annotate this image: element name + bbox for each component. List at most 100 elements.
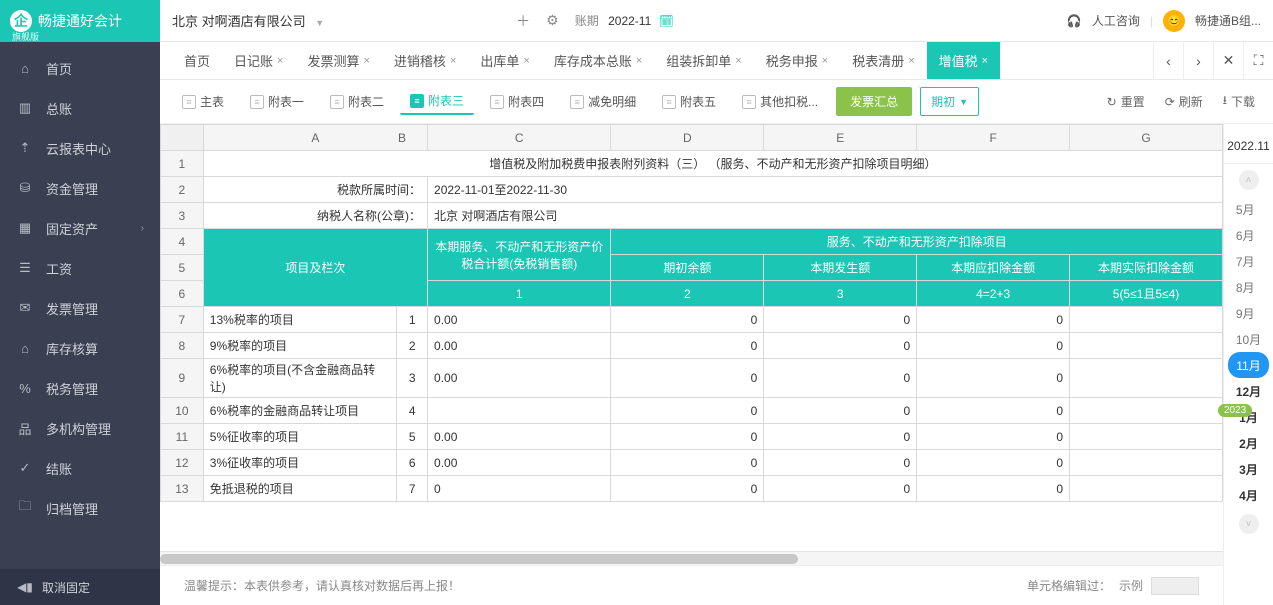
cell-g[interactable] — [1070, 307, 1223, 333]
company-select[interactable]: 北京 对啊酒店有限公司 ▼ — [172, 11, 324, 30]
cell-f[interactable]: 0 — [917, 359, 1070, 398]
rail-down[interactable]: ˅ — [1239, 514, 1259, 534]
sub-tab[interactable]: ≡附表一 — [240, 88, 314, 115]
rail-month[interactable]: 5月 — [1236, 196, 1261, 222]
rail-month[interactable]: 3月 — [1239, 456, 1258, 482]
period-init-button[interactable]: 期初 ▼ — [920, 87, 979, 116]
cell-name[interactable]: 6%税率的项目(不含金融商品转让) — [203, 359, 397, 398]
cell-g[interactable] — [1070, 450, 1223, 476]
rail-month[interactable]: 8月 — [1236, 274, 1261, 300]
gear-icon[interactable]: ⚙ — [546, 12, 559, 29]
reset-button[interactable]: ↻重置 — [1101, 89, 1151, 114]
cell-f[interactable]: 0 — [917, 398, 1070, 424]
nav-item[interactable]: ✓结账 — [0, 448, 160, 488]
close-icon[interactable]: × — [908, 55, 914, 67]
cell-name[interactable]: 13%税率的项目 — [203, 307, 397, 333]
rail-month[interactable]: 2月 — [1239, 430, 1258, 456]
user-name[interactable]: 畅捷通B组... — [1195, 12, 1261, 29]
sub-tab[interactable]: ≡主表 — [172, 88, 234, 115]
cell-name[interactable]: 3%征收率的项目 — [203, 450, 397, 476]
cell-f[interactable]: 0 — [917, 307, 1070, 333]
cell-d[interactable]: 0 — [611, 307, 764, 333]
cell-e[interactable]: 0 — [764, 424, 917, 450]
cell-g[interactable] — [1070, 424, 1223, 450]
rail-month-active[interactable]: 11月 — [1228, 352, 1268, 378]
sub-tab[interactable]: ≡附表二 — [320, 88, 394, 115]
cell-idx[interactable]: 6 — [397, 450, 428, 476]
tab[interactable]: 首页 — [172, 42, 222, 79]
cell-name[interactable]: 9%税率的项目 — [203, 333, 397, 359]
invoice-summary-button[interactable]: 发票汇总 — [836, 87, 912, 116]
rail-month[interactable]: 12月 — [1236, 378, 1261, 404]
tab[interactable]: 出库单× — [468, 42, 541, 79]
cell-idx[interactable]: 7 — [397, 476, 428, 502]
nav-item[interactable]: ✉发票管理 — [0, 288, 160, 328]
cell-c[interactable]: 0.00 — [428, 307, 611, 333]
nav-item[interactable]: ⛁资金管理 — [0, 168, 160, 208]
cell-idx[interactable]: 2 — [397, 333, 428, 359]
nav-item[interactable]: ⌂库存核算 — [0, 328, 160, 368]
nav-item[interactable]: ▥总账 — [0, 88, 160, 128]
period[interactable]: 账期 2022-11 🗓 — [575, 12, 674, 29]
cell-e[interactable]: 0 — [764, 476, 917, 502]
sub-tab[interactable]: ≡附表三 — [400, 88, 474, 115]
tabs-next[interactable]: › — [1183, 42, 1213, 79]
cell-e[interactable]: 0 — [764, 450, 917, 476]
nav-item[interactable]: 🗀归档管理 — [0, 488, 160, 528]
sub-tab[interactable]: ≡减免明细 — [560, 88, 646, 115]
close-icon[interactable]: × — [523, 55, 529, 67]
cell-idx[interactable]: 3 — [397, 359, 428, 398]
tabs-expand[interactable]: ⛶ — [1243, 42, 1273, 79]
cell-f[interactable]: 0 — [917, 424, 1070, 450]
cell-g[interactable] — [1070, 476, 1223, 502]
tab[interactable]: 增值税× — [927, 42, 1000, 79]
cell-e[interactable]: 0 — [764, 307, 917, 333]
cell-g[interactable] — [1070, 398, 1223, 424]
cell-f[interactable]: 0 — [917, 333, 1070, 359]
nav-item[interactable]: ☰工资 — [0, 248, 160, 288]
tab[interactable]: 组装拆卸单× — [654, 42, 753, 79]
cell-c[interactable]: 0 — [428, 476, 611, 502]
cell-d[interactable]: 0 — [611, 450, 764, 476]
cell-d[interactable]: 0 — [611, 333, 764, 359]
close-icon[interactable]: × — [363, 55, 369, 67]
refresh-button[interactable]: ⟳刷新 — [1159, 89, 1209, 114]
sidebar-unpin[interactable]: ◀▮ 取消固定 — [0, 569, 160, 605]
tab[interactable]: 库存成本总账× — [542, 42, 654, 79]
cell-name[interactable]: 6%税率的金融商品转让项目 — [203, 398, 397, 424]
cell-c[interactable]: 0.00 — [428, 359, 611, 398]
close-icon[interactable]: × — [277, 55, 283, 67]
nav-item[interactable]: ⌂首页 — [0, 48, 160, 88]
cell-idx[interactable]: 1 — [397, 307, 428, 333]
cell-d[interactable]: 0 — [611, 424, 764, 450]
tabs-close-all[interactable]: ✕ — [1213, 42, 1243, 79]
sub-tab[interactable]: ≡其他扣税... — [732, 88, 828, 115]
nav-item[interactable]: ▦固定资产› — [0, 208, 160, 248]
tab[interactable]: 进销稽核× — [382, 42, 468, 79]
rail-month[interactable]: 9月 — [1236, 300, 1261, 326]
tab[interactable]: 税表清册× — [840, 42, 926, 79]
cell-c[interactable]: 0.00 — [428, 333, 611, 359]
rail-up[interactable]: ˄ — [1239, 170, 1259, 190]
cell-name[interactable]: 免抵退税的项目 — [203, 476, 397, 502]
nav-item[interactable]: ⇡云报表中心 — [0, 128, 160, 168]
cell-c[interactable]: 0.00 — [428, 450, 611, 476]
tab[interactable]: 日记账× — [222, 42, 295, 79]
nav-item[interactable]: %税务管理 — [0, 368, 160, 408]
sub-tab[interactable]: ≡附表四 — [480, 88, 554, 115]
tab[interactable]: 税务申报× — [754, 42, 840, 79]
cell-e[interactable]: 0 — [764, 398, 917, 424]
cell-idx[interactable]: 4 — [397, 398, 428, 424]
cell-e[interactable]: 0 — [764, 333, 917, 359]
headset-icon[interactable]: 🎧 — [1067, 14, 1082, 28]
close-icon[interactable]: × — [982, 55, 988, 67]
close-icon[interactable]: × — [822, 55, 828, 67]
rail-month[interactable]: 7月 — [1236, 248, 1261, 274]
cell-name[interactable]: 5%征收率的项目 — [203, 424, 397, 450]
cell-g[interactable] — [1070, 359, 1223, 398]
cell-d[interactable]: 0 — [611, 359, 764, 398]
nav-item[interactable]: 品多机构管理 — [0, 408, 160, 448]
cell-d[interactable]: 0 — [611, 398, 764, 424]
cell-f[interactable]: 0 — [917, 450, 1070, 476]
sheet-scroll[interactable]: A BC D E F G 1 增值税及附加税费申报表附列资料（三） （服务、不动… — [160, 124, 1223, 551]
